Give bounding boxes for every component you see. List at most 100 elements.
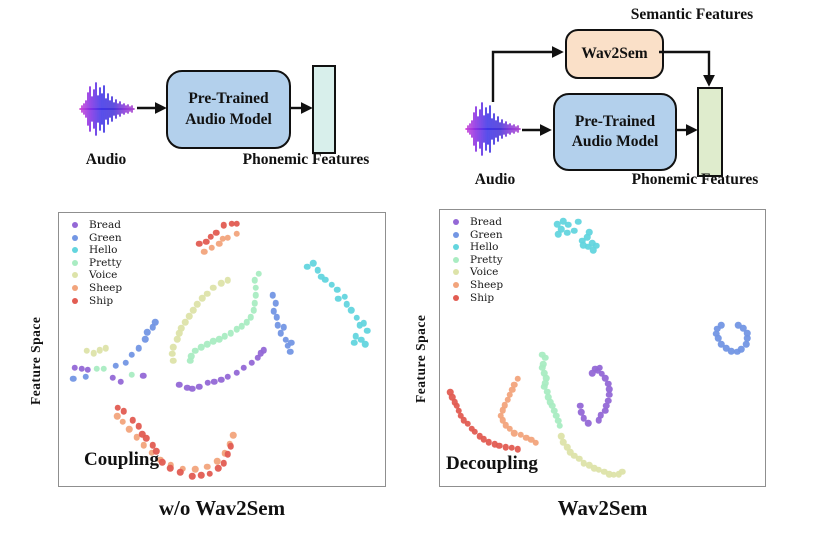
- legend-marker-dot: [72, 222, 78, 228]
- scatter-point-ship: [159, 458, 166, 466]
- legend-marker-dot: [453, 219, 459, 225]
- scatter-point-voice: [209, 284, 217, 291]
- scatter-point-hello: [555, 230, 562, 238]
- scatter-point-sheep: [517, 431, 524, 439]
- scatter-point-sheep: [126, 426, 133, 433]
- scatter-point-pretty: [542, 379, 549, 387]
- scatter-point-hello: [574, 218, 582, 226]
- feature-space-label-right: Feature Space: [413, 314, 428, 404]
- scatter-point-ship: [480, 435, 488, 443]
- model-box-left-line2: Audio Model: [185, 110, 272, 128]
- scatter-point-hello: [318, 273, 325, 280]
- scatter-point-bread: [84, 366, 91, 374]
- legend-label: Bread: [470, 216, 502, 228]
- legend-label: Pretty: [89, 256, 122, 269]
- scatter-point-sheep: [528, 436, 535, 444]
- legend-marker-dot: [72, 297, 78, 304]
- scatter-point-pretty: [251, 300, 259, 307]
- scatter-point-ship: [207, 233, 215, 240]
- scatter-point-pretty: [555, 417, 562, 425]
- scatter-point-pretty: [542, 354, 549, 362]
- coupling-annotation: Coupling: [84, 449, 159, 470]
- scatter-point-pretty: [252, 292, 260, 299]
- scatter-point-ship: [143, 434, 150, 442]
- decoupling-annotation: Decoupling: [446, 453, 538, 474]
- scatter-point-bread: [117, 378, 124, 385]
- scatter-point-pretty: [238, 323, 246, 330]
- scatter-point-bread: [204, 379, 212, 387]
- scatter-point-bread: [176, 381, 183, 388]
- scatter-point-ship: [166, 465, 174, 472]
- scatter-point-hello: [588, 239, 596, 247]
- scatter-point-bread: [254, 354, 262, 362]
- scatter-point-sheep: [511, 381, 518, 389]
- scatter-point-pretty: [93, 365, 101, 373]
- scatter-point-sheep: [502, 421, 509, 429]
- scatter-point-green: [152, 318, 159, 326]
- scatter-point-green: [277, 329, 284, 337]
- scatter-point-sheep: [233, 230, 241, 237]
- scatter-point-green: [713, 325, 721, 333]
- legend-right: Bread Green Hello Pretty Voice Sheep Ship: [453, 216, 503, 304]
- scatter-point-pretty: [543, 374, 550, 382]
- legend-label: Green: [89, 231, 122, 244]
- scatter-point-green: [723, 344, 730, 352]
- scatter-point-hello: [554, 220, 561, 228]
- phonemic-features-bar-right: [697, 87, 723, 177]
- scatter-point-bread: [260, 346, 267, 354]
- wav2sem-box-label: Wav2Sem: [581, 44, 648, 62]
- scatter-point-ship: [457, 412, 465, 420]
- legend-marker-dot: [72, 247, 78, 254]
- scatter-point-bread: [594, 367, 602, 375]
- scatter-point-pretty: [544, 388, 551, 396]
- scatter-point-sheep: [506, 391, 513, 399]
- scatter-point-bread: [605, 391, 613, 399]
- scatter-point-voice: [96, 346, 103, 354]
- legend-label: Sheep: [89, 281, 123, 294]
- legend-label: Ship: [470, 291, 495, 304]
- legend-item-voice: Voice: [453, 266, 503, 279]
- scatter-point-voice: [174, 335, 181, 343]
- scatter-point-pretty: [540, 360, 547, 368]
- scatter-point-voice: [563, 443, 571, 451]
- legend-label: Voice: [470, 266, 499, 279]
- scatter-point-green: [82, 373, 89, 381]
- scatter-point-voice: [595, 466, 603, 474]
- scatter-point-green: [739, 324, 747, 332]
- scatter-point-bread: [109, 374, 117, 382]
- scatter-point-green: [142, 335, 149, 343]
- legend-item-bread: Bread: [453, 216, 503, 228]
- scatter-point-pretty: [128, 371, 135, 379]
- legend-label: Green: [470, 228, 503, 241]
- scatter-point-voice: [170, 343, 177, 351]
- scatter-point-hello: [350, 339, 358, 346]
- scatter-point-green: [743, 334, 751, 342]
- scatter-point-ship: [448, 393, 456, 401]
- scatter-point-ship: [177, 468, 184, 476]
- scatter-point-hello: [310, 259, 317, 267]
- scatter-point-green: [742, 340, 750, 348]
- scatter-point-sheep: [509, 386, 516, 394]
- model-box-right-line2: Audio Model: [571, 133, 659, 150]
- scatter-point-green: [734, 321, 742, 329]
- scatter-point-bread: [604, 397, 612, 405]
- scatter-point-green: [272, 300, 280, 307]
- scatter-point-ship: [502, 443, 509, 451]
- scatter-point-sheep: [215, 240, 223, 248]
- scatter-point-sheep: [506, 425, 513, 433]
- scatter-point-hello: [352, 332, 359, 340]
- scatter-point-green: [714, 334, 722, 342]
- scatter-point-green: [713, 330, 720, 338]
- legend-label: Hello: [89, 244, 118, 257]
- scatter-point-sheep: [179, 465, 187, 472]
- scatter-point-green: [149, 323, 156, 331]
- scatter-point-green: [128, 351, 135, 359]
- scatter-point-pretty: [539, 364, 546, 372]
- legend-item-sheep: Sheep: [453, 279, 503, 291]
- wav2sem-box: Wav2Sem: [565, 29, 664, 79]
- legend-item-hello: Hello: [72, 244, 122, 257]
- legend-marker-dot: [72, 259, 78, 266]
- scatter-point-ship: [220, 459, 228, 467]
- scatter-point-bread: [240, 364, 248, 372]
- scatter-point-green: [282, 336, 289, 344]
